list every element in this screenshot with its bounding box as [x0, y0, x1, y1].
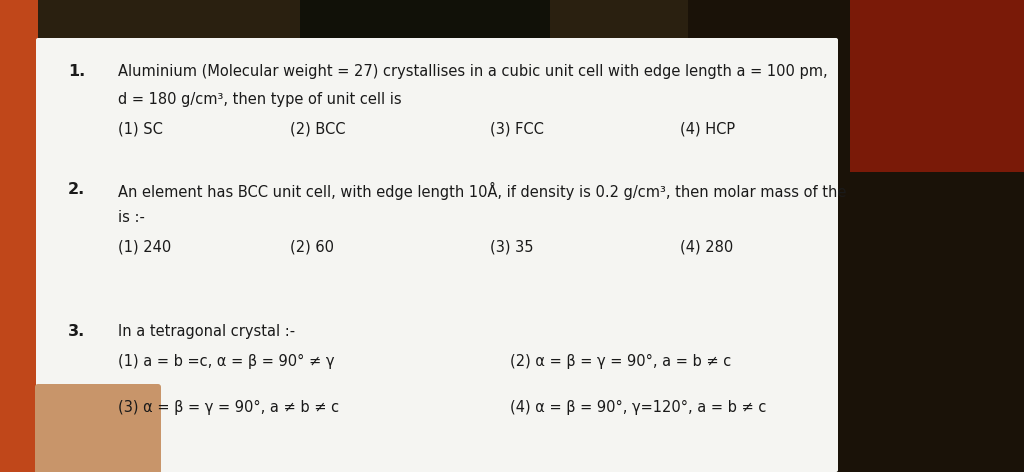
Text: (3) 35: (3) 35 — [490, 240, 534, 255]
FancyBboxPatch shape — [36, 38, 838, 472]
Bar — [830, 0, 1024, 472]
Text: (2) α = β = γ = 90°, a = b ≠ c: (2) α = β = γ = 90°, a = b ≠ c — [510, 354, 731, 369]
FancyBboxPatch shape — [35, 384, 161, 472]
Text: 3.: 3. — [68, 324, 85, 339]
Text: 2.: 2. — [68, 182, 85, 197]
Text: (4) HCP: (4) HCP — [680, 122, 735, 137]
Text: (1) 240: (1) 240 — [118, 240, 171, 255]
Text: is :-: is :- — [118, 210, 144, 225]
Text: (4) α = β = 90°, γ=120°, a = b ≠ c: (4) α = β = 90°, γ=120°, a = b ≠ c — [510, 400, 766, 415]
Text: In a tetragonal crystal :-: In a tetragonal crystal :- — [118, 324, 295, 339]
Text: (1) a = b =c, α = β = 90° ≠ γ: (1) a = b =c, α = β = 90° ≠ γ — [118, 354, 335, 369]
Text: 1.: 1. — [68, 64, 85, 79]
Text: (2) 60: (2) 60 — [290, 240, 334, 255]
FancyBboxPatch shape — [850, 0, 1024, 172]
Bar — [38, 0, 688, 52]
Bar — [300, 0, 550, 42]
Text: d = 180 g/cm³, then type of unit cell is: d = 180 g/cm³, then type of unit cell is — [118, 92, 401, 107]
Text: An element has BCC unit cell, with edge length 10Å, if density is 0.2 g/cm³, the: An element has BCC unit cell, with edge … — [118, 182, 847, 200]
Text: (3) α = β = γ = 90°, a ≠ b ≠ c: (3) α = β = γ = 90°, a ≠ b ≠ c — [118, 400, 339, 415]
Text: (4) 280: (4) 280 — [680, 240, 733, 255]
Bar — [0, 0, 38, 472]
Text: Aluminium (Molecular weight = 27) crystallises in a cubic unit cell with edge le: Aluminium (Molecular weight = 27) crysta… — [118, 64, 827, 79]
Text: (2) BCC: (2) BCC — [290, 122, 345, 137]
Text: (3) FCC: (3) FCC — [490, 122, 544, 137]
Text: (1) SC: (1) SC — [118, 122, 163, 137]
